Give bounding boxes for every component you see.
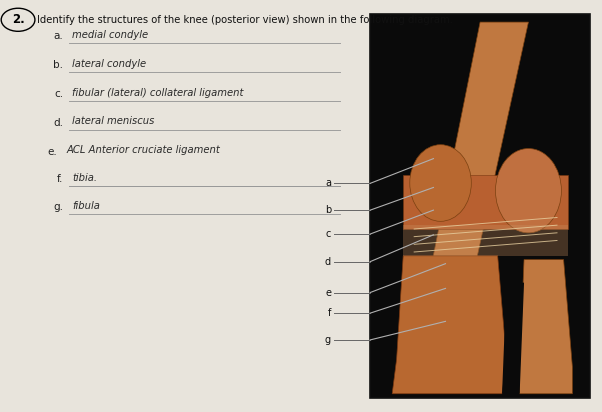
FancyBboxPatch shape (370, 14, 590, 398)
Text: d: d (325, 257, 331, 267)
Text: c: c (326, 229, 331, 239)
Text: lateral condyle: lateral condyle (72, 59, 146, 69)
Text: tibia.: tibia. (72, 173, 98, 183)
Text: medial condyle: medial condyle (72, 30, 148, 40)
Ellipse shape (495, 148, 562, 233)
Text: fibular (lateral) collateral ligament: fibular (lateral) collateral ligament (72, 88, 244, 98)
Text: 2.: 2. (11, 13, 25, 26)
Text: f: f (327, 308, 331, 318)
Text: a.: a. (54, 31, 63, 41)
Text: a: a (325, 178, 331, 188)
Polygon shape (403, 225, 568, 256)
Text: g.: g. (53, 202, 63, 212)
Text: fibula: fibula (72, 201, 100, 211)
Polygon shape (520, 260, 573, 394)
Polygon shape (432, 22, 529, 264)
Text: b: b (325, 205, 331, 215)
Text: ACL Anterior cruciate ligament: ACL Anterior cruciate ligament (66, 145, 220, 155)
Text: d.: d. (53, 118, 63, 128)
Text: e.: e. (48, 147, 57, 157)
Text: g: g (325, 335, 331, 345)
Polygon shape (502, 283, 524, 394)
Text: c.: c. (54, 89, 63, 99)
Ellipse shape (410, 145, 471, 221)
Text: lateral meniscus: lateral meniscus (72, 117, 155, 126)
Text: Identify the structures of the knee (posterior view) shown in the following diag: Identify the structures of the knee (pos… (37, 15, 453, 25)
Text: e: e (325, 288, 331, 297)
Text: b.: b. (53, 60, 63, 70)
Polygon shape (392, 256, 506, 394)
Text: f.: f. (57, 174, 63, 184)
Polygon shape (403, 176, 568, 229)
